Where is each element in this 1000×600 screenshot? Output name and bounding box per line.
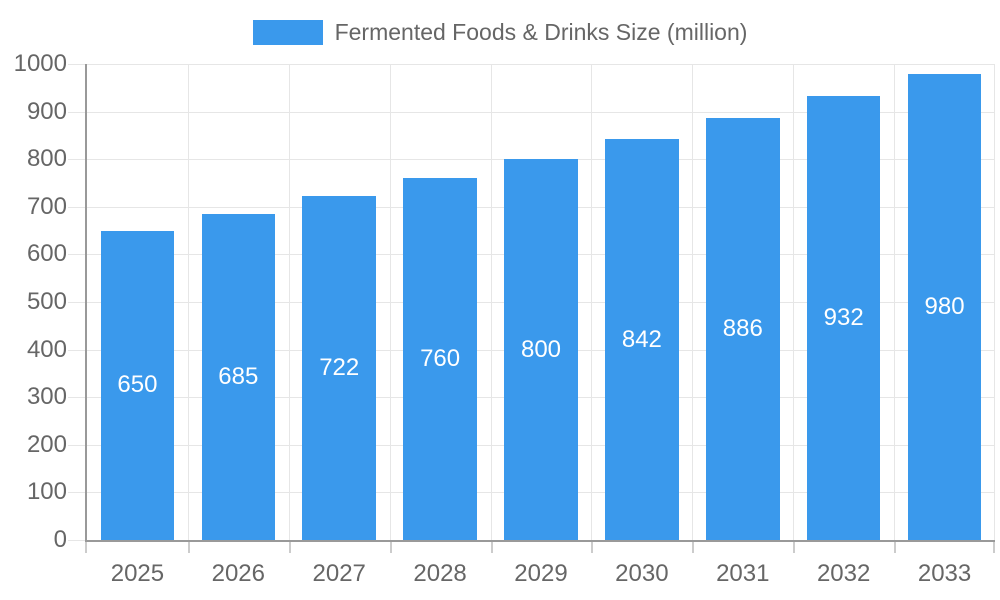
- x-axis-tick: [793, 542, 796, 553]
- bar[interactable]: 932: [806, 96, 881, 540]
- x-axis-label: 2029: [514, 560, 568, 587]
- gridline-vertical: [894, 64, 896, 540]
- y-axis-label: 0: [53, 526, 67, 553]
- y-axis-label: 1000: [13, 50, 67, 77]
- bar[interactable]: 980: [907, 73, 982, 540]
- x-axis-tick: [389, 542, 392, 553]
- bar-value-label: 980: [924, 292, 965, 320]
- y-axis-label: 400: [26, 335, 67, 363]
- x-axis-label: 2030: [615, 560, 669, 587]
- y-axis-tick: [68, 397, 85, 399]
- y-axis-tick: [68, 206, 85, 208]
- x-axis-label: 2028: [413, 560, 467, 587]
- x-axis-label: 2025: [110, 560, 165, 587]
- x-axis-tick: [692, 542, 695, 553]
- gridline-vertical: [288, 64, 290, 540]
- y-axis-label: 100: [26, 478, 67, 506]
- legend[interactable]: Fermented Foods & Drinks Size (million): [0, 19, 1000, 46]
- x-axis-line: [85, 540, 995, 542]
- bar[interactable]: 650: [100, 230, 175, 540]
- plot-area: 0 100 200 300 400 500 600 700 800 900 1000 2025 2026…: [14, 52, 995, 586]
- bar-value-label: 886: [722, 315, 763, 343]
- gridline-vertical: [692, 64, 694, 540]
- bar[interactable]: 886: [705, 118, 780, 540]
- gridline-vertical: [793, 64, 795, 540]
- gridline-horizontal: [87, 64, 995, 65]
- bar-value-label: 650: [117, 371, 158, 399]
- y-axis-label: 300: [26, 383, 67, 411]
- y-axis-line: [85, 64, 87, 540]
- bar-value-label: 722: [319, 354, 360, 382]
- bar-value-label: 842: [621, 325, 662, 353]
- gridline-vertical: [994, 64, 995, 540]
- x-axis-label: 2027: [312, 560, 366, 587]
- bar[interactable]: 685: [201, 213, 276, 540]
- bar-value-label: 800: [520, 335, 562, 363]
- x-axis-tick: [894, 542, 897, 553]
- bar-value-label: 760: [420, 345, 461, 373]
- gridline-vertical: [591, 64, 593, 540]
- bar[interactable]: 842: [605, 139, 679, 540]
- x-axis-tick: [288, 542, 291, 553]
- y-axis-tick: [68, 254, 85, 256]
- gridline-vertical: [490, 64, 492, 540]
- bar[interactable]: 722: [302, 196, 377, 540]
- y-axis-tick: [68, 349, 85, 351]
- bar-value-label: 932: [823, 304, 864, 332]
- y-axis-tick: [68, 64, 85, 65]
- x-axis-tick: [85, 542, 87, 553]
- y-axis-tick: [68, 111, 85, 113]
- y-axis-label: 900: [26, 97, 67, 125]
- y-axis-tick: [68, 540, 85, 541]
- gridline-vertical: [389, 64, 391, 540]
- x-axis-tick: [591, 542, 594, 553]
- bar[interactable]: 760: [403, 178, 477, 540]
- y-axis-tick: [68, 492, 85, 494]
- y-axis-label: 700: [26, 192, 67, 220]
- x-axis-tick: [490, 542, 493, 553]
- y-axis-label: 600: [26, 240, 67, 268]
- x-axis-label: 2032: [816, 560, 871, 587]
- legend-label[interactable]: Fermented Foods & Drinks Size (million): [334, 19, 748, 45]
- y-axis-label: 200: [26, 430, 67, 458]
- x-axis-label: 2026: [211, 560, 265, 587]
- y-axis-tick: [68, 302, 85, 303]
- bar-value-label: 685: [218, 362, 259, 390]
- bar[interactable]: 800: [504, 159, 578, 540]
- gridline-horizontal: [87, 111, 995, 113]
- y-axis-label: 500: [26, 288, 67, 315]
- x-axis-tick: [993, 542, 995, 553]
- legend-swatch[interactable]: [252, 20, 323, 45]
- y-axis-label: 800: [26, 145, 67, 173]
- y-axis-tick: [68, 444, 85, 446]
- x-axis-label: 2033: [917, 560, 972, 587]
- y-axis-tick: [68, 159, 85, 161]
- x-axis-label: 2031: [716, 560, 770, 587]
- gridline-vertical: [187, 64, 189, 540]
- x-axis-tick: [187, 542, 190, 553]
